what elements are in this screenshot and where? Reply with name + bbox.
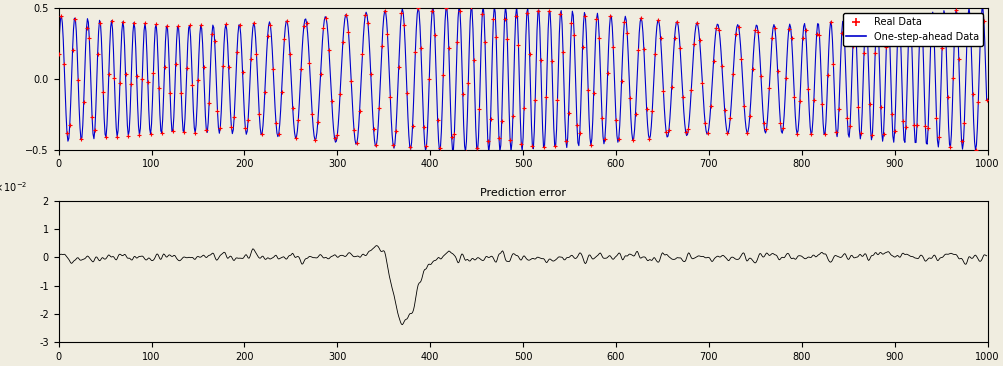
Title: Prediction error: Prediction error: [479, 188, 566, 198]
Legend: Real Data, One-step-ahead Data: Real Data, One-step-ahead Data: [842, 13, 982, 46]
Text: $\times\,10^{-2}$: $\times\,10^{-2}$: [0, 180, 27, 194]
